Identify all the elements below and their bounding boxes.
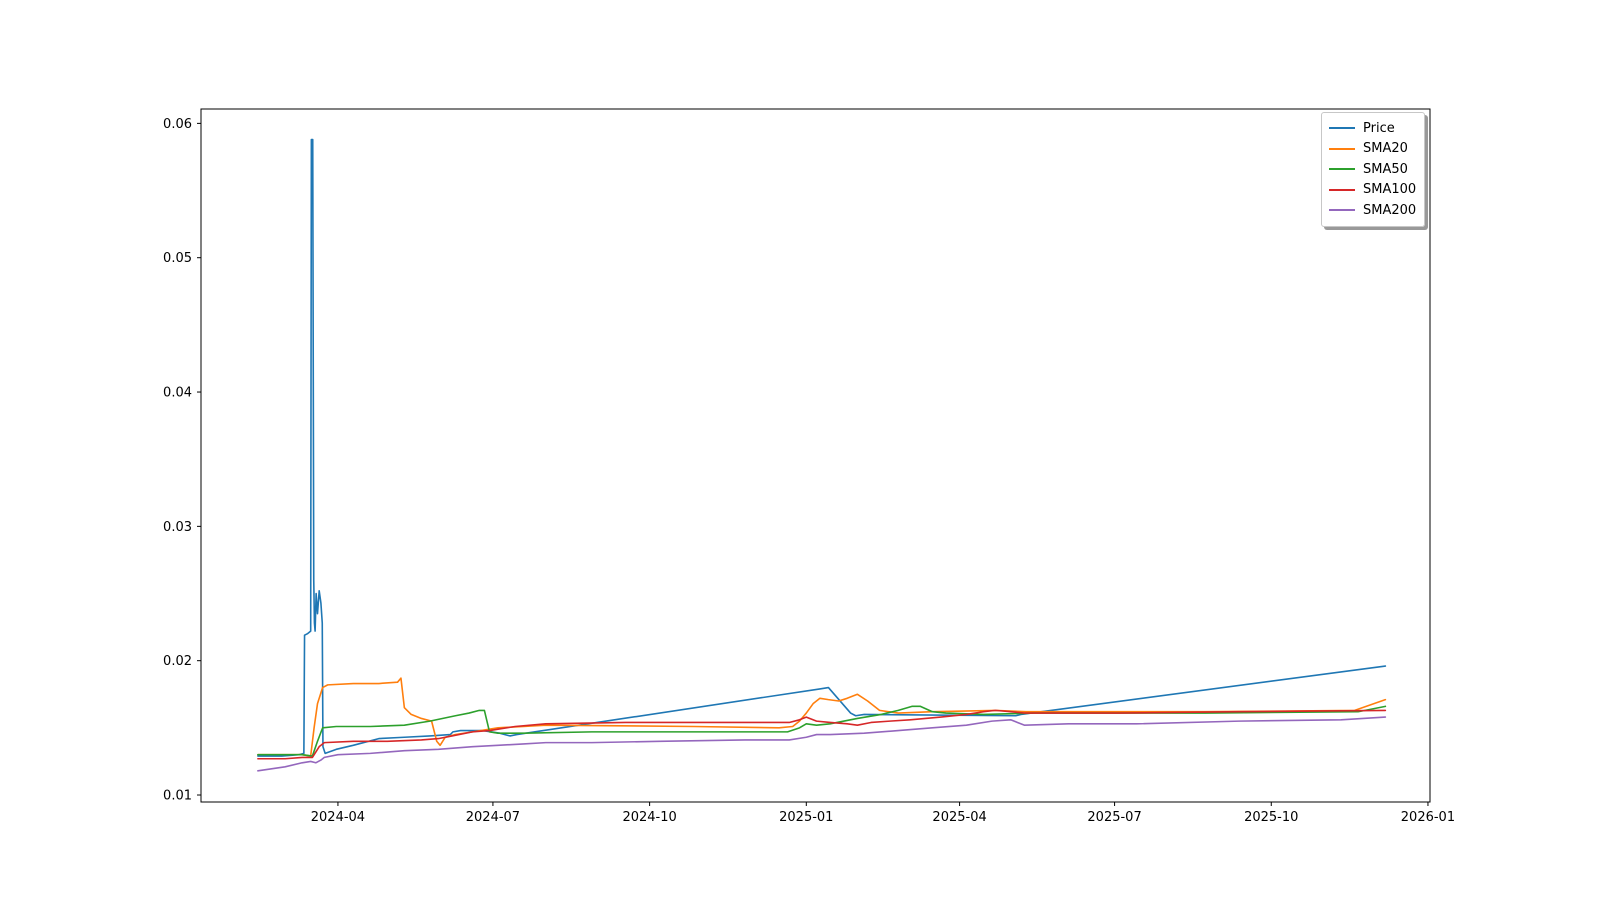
legend-entry-price: Price [1329,118,1416,139]
x-tick-label: 2024-07 [466,810,520,825]
legend-entry-sma50: SMA50 [1329,159,1416,180]
legend-entry-sma100: SMA100 [1329,180,1416,201]
legend-entry-sma20: SMA20 [1329,139,1416,160]
y-tick-label: 0.01 [163,789,192,804]
series-line-sma100 [257,709,1387,760]
legend-label-sma200: SMA200 [1363,202,1417,218]
legend-line-sample-price [1329,127,1355,130]
series-line-sma50 [257,705,1387,757]
x-tick-label: 2024-04 [311,810,365,825]
legend: Price SMA20 SMA50 SMA100 SMA200 [1321,112,1426,227]
legend-label-sma50: SMA50 [1363,161,1408,177]
y-tick-label: 0.04 [163,386,192,401]
legend-entry-sma200: SMA200 [1329,200,1416,221]
series-line-sma20 [257,677,1387,757]
x-tick-label: 2025-10 [1244,810,1298,825]
legend-line-sample-sma50 [1329,168,1355,171]
x-tick-label: 2025-01 [779,810,833,825]
plot-frame [200,108,1431,803]
legend-label-price: Price [1363,120,1395,136]
y-tick-label: 0.03 [163,520,192,535]
legend-line-sample-sma200 [1329,209,1355,212]
x-tick-label: 2024-10 [622,810,676,825]
x-tick-label: 2026-01 [1401,810,1455,825]
legend-label-sma100: SMA100 [1363,182,1417,198]
series-line-sma200 [257,716,1387,772]
series-line-price [257,138,1387,757]
y-tick-label: 0.06 [163,117,192,132]
legend-label-sma20: SMA20 [1363,141,1408,157]
x-tick-label: 2025-07 [1087,810,1141,825]
legend-line-sample-sma100 [1329,188,1355,191]
legend-line-sample-sma20 [1329,147,1355,150]
y-tick-label: 0.05 [163,251,192,266]
x-tick-label: 2025-04 [932,810,986,825]
y-tick-label: 0.02 [163,654,192,669]
